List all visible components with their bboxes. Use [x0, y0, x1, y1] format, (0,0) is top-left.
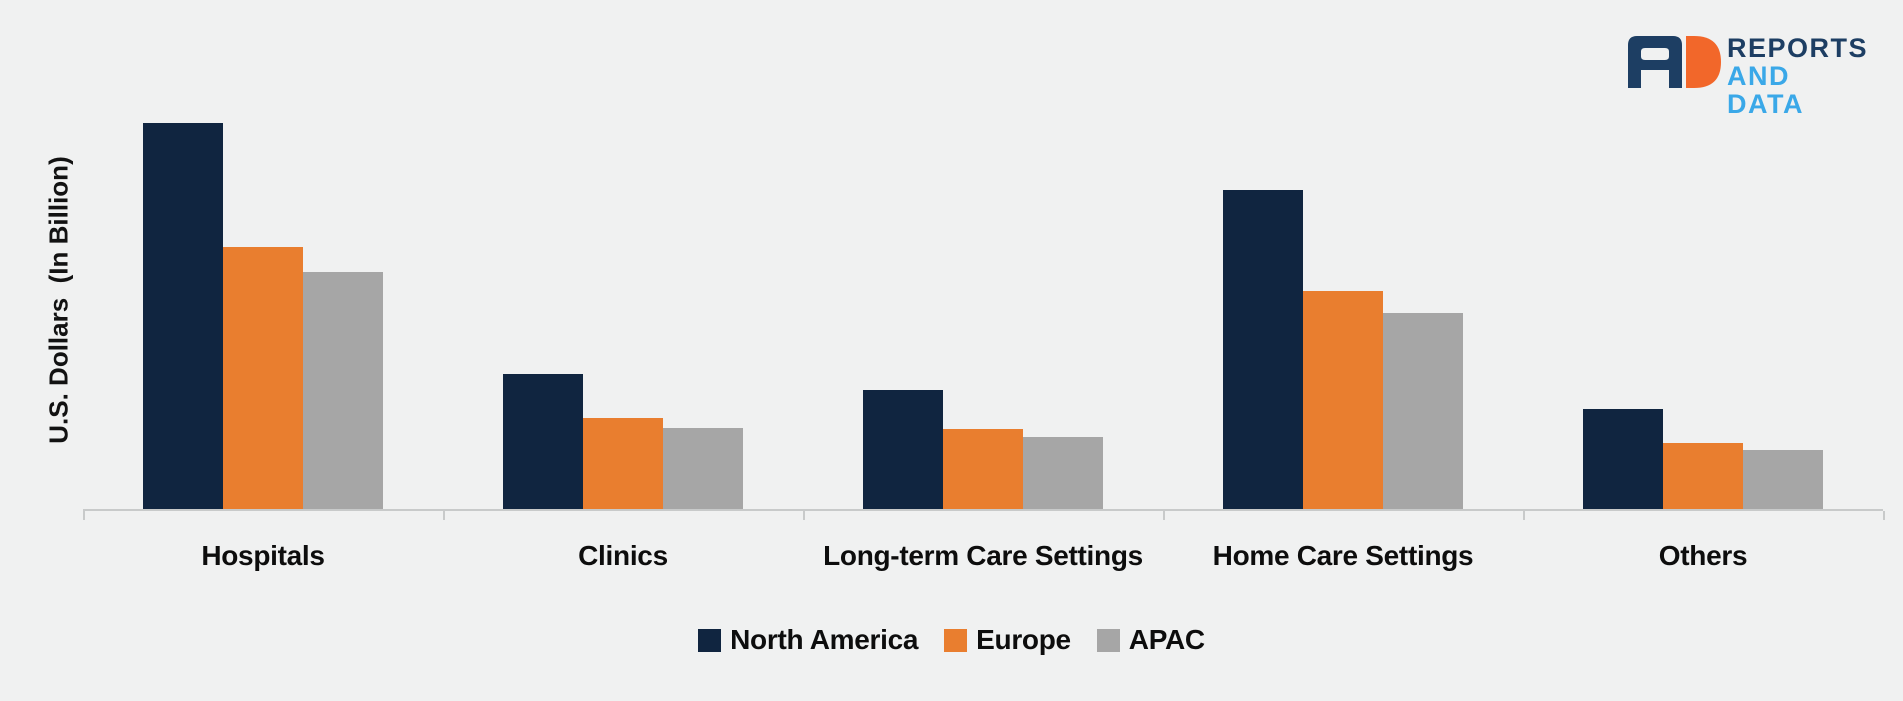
logo-d-shape: [1686, 36, 1721, 88]
category-label-hospitals: Hospitals: [201, 540, 325, 571]
legend-item-apac: APAC: [1096, 624, 1205, 656]
bar-apac-home-care-settings: [1383, 313, 1463, 511]
x-axis-tick: [1883, 511, 1885, 520]
x-axis-tick: [803, 511, 805, 520]
bar-apac-others: [1743, 450, 1823, 511]
bar-apac-hospitals: [303, 272, 383, 511]
category-label-long-term-care-settings: Long-term Care Settings: [823, 540, 1143, 571]
legend-item-north-america: North America: [698, 624, 918, 656]
category-label-others: Others: [1658, 540, 1748, 571]
bar-north-america-home-care-settings: [1223, 190, 1303, 511]
bar-europe-others: [1663, 443, 1743, 511]
x-axis-line: [83, 509, 1883, 511]
logo-line2: AND DATA: [1727, 61, 1804, 119]
bar-europe-clinics: [583, 418, 663, 511]
x-axis-tick: [1523, 511, 1525, 520]
y-axis-label: U.S. Dollars (In Billion): [43, 156, 74, 444]
reports-and-data-logo: REPORTS AND DATA: [1628, 34, 1868, 118]
x-axis-tick: [443, 511, 445, 520]
bar-north-america-hospitals: [143, 123, 223, 511]
bar-europe-hospitals: [223, 247, 303, 511]
legend-swatch-apac: [1096, 628, 1120, 652]
legend: North America Europe APAC: [0, 624, 1903, 656]
legend-label-north-america: North America: [730, 624, 919, 655]
legend-label-europe: Europe: [976, 624, 1071, 655]
bar-europe-home-care-settings: [1303, 291, 1383, 511]
logo-r-shape: [1628, 36, 1682, 88]
logo-text: REPORTS AND DATA: [1727, 34, 1868, 118]
legend-label-apac: APAC: [1128, 624, 1205, 655]
bar-north-america-long-term-care-settings: [863, 390, 943, 511]
bar-apac-clinics: [663, 428, 743, 511]
legend-swatch-north-america: [698, 628, 722, 652]
bar-europe-long-term-care-settings: [943, 429, 1023, 511]
legend-swatch-europe: [944, 628, 968, 652]
bar-north-america-others: [1583, 409, 1663, 511]
logo-line1: REPORTS: [1727, 33, 1869, 63]
bar-apac-long-term-care-settings: [1023, 437, 1103, 511]
x-axis-tick: [1163, 511, 1165, 520]
legend-item-europe: Europe: [944, 624, 1071, 656]
logo-mark-icon: [1628, 36, 1721, 88]
category-label-clinics: Clinics: [578, 540, 668, 571]
bar-north-america-clinics: [503, 374, 583, 511]
x-axis-tick: [83, 511, 85, 520]
category-label-home-care-settings: Home Care Settings: [1212, 540, 1474, 571]
